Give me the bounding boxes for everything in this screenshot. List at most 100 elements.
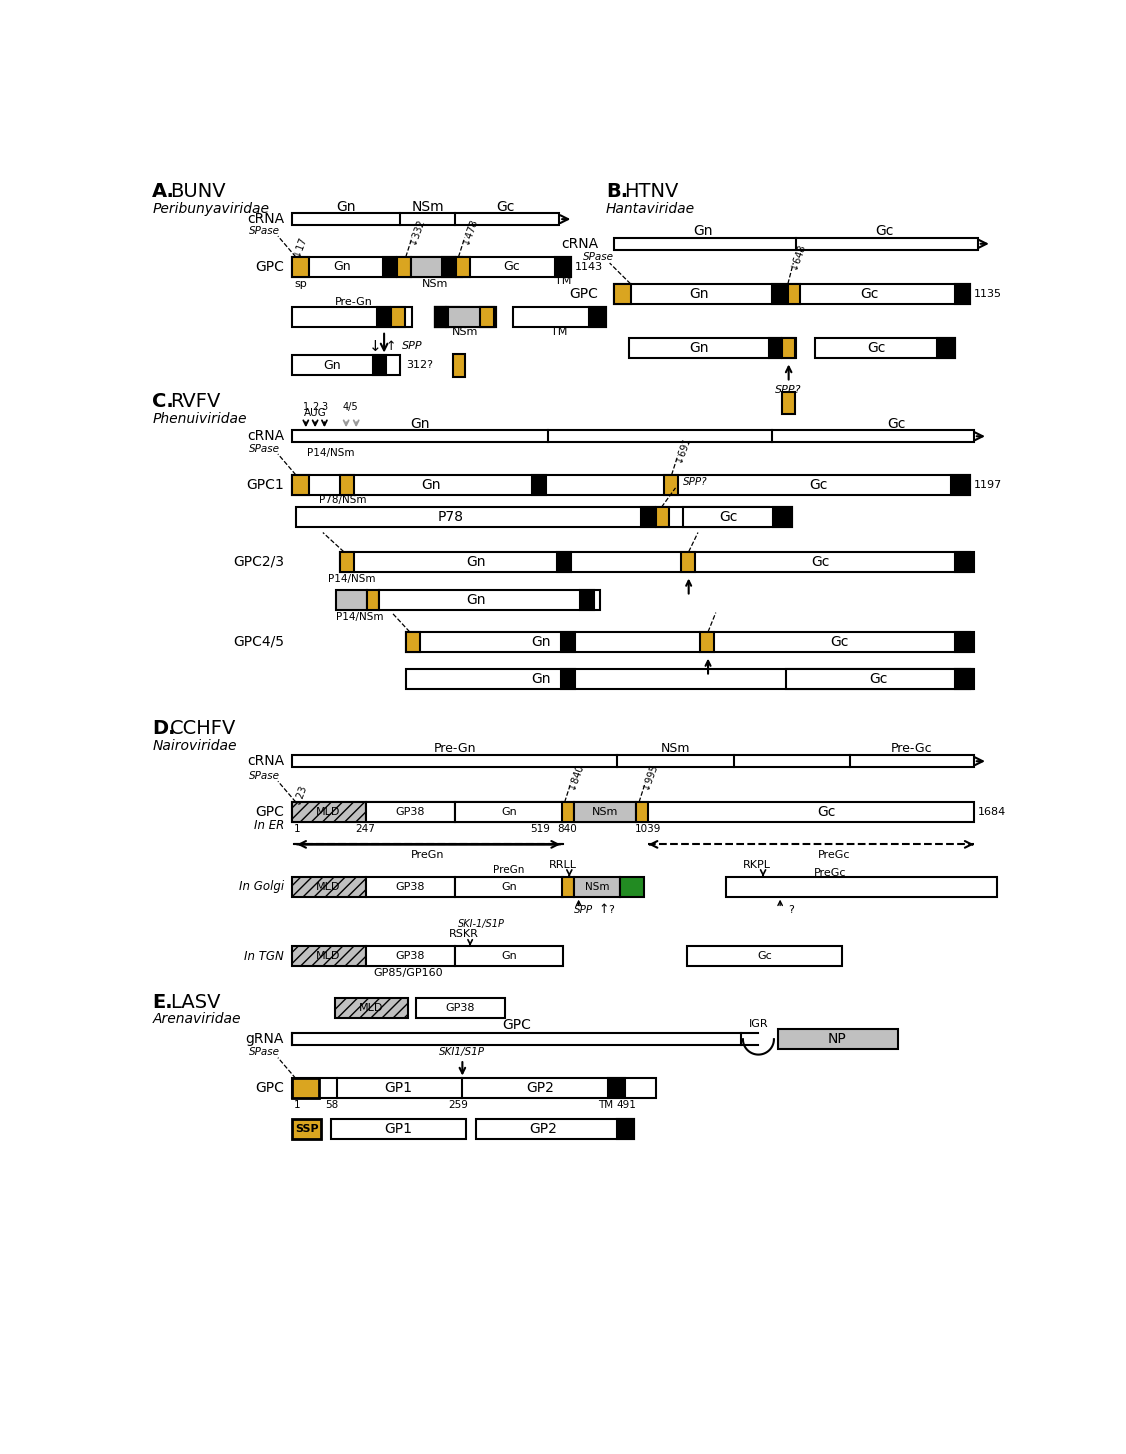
Text: MLD: MLD bbox=[359, 1003, 383, 1012]
Text: SPase: SPase bbox=[249, 771, 280, 781]
FancyBboxPatch shape bbox=[778, 1029, 897, 1050]
FancyBboxPatch shape bbox=[292, 877, 366, 897]
Text: Gn: Gn bbox=[466, 593, 485, 608]
Text: 312?: 312? bbox=[406, 361, 434, 371]
Text: RSKR: RSKR bbox=[449, 929, 479, 939]
Text: Gc: Gc bbox=[495, 199, 515, 214]
Text: SPP: SPP bbox=[402, 342, 422, 352]
Text: B.: B. bbox=[606, 182, 628, 201]
Text: Gn: Gn bbox=[501, 951, 517, 961]
Text: 1197: 1197 bbox=[974, 480, 1002, 490]
Text: Pre-Gn: Pre-Gn bbox=[434, 743, 476, 756]
FancyBboxPatch shape bbox=[292, 1079, 656, 1098]
Text: GP38: GP38 bbox=[395, 951, 425, 961]
Text: Gn: Gn bbox=[689, 340, 708, 355]
FancyBboxPatch shape bbox=[480, 307, 494, 327]
Text: SPP: SPP bbox=[574, 904, 592, 915]
Text: MLD: MLD bbox=[316, 951, 340, 961]
FancyBboxPatch shape bbox=[656, 507, 669, 528]
Text: Hantaviridae: Hantaviridae bbox=[606, 202, 695, 217]
Text: sp: sp bbox=[294, 279, 306, 289]
Text: Gc: Gc bbox=[869, 672, 887, 686]
Text: Gn: Gn bbox=[421, 478, 441, 491]
Text: Gc: Gc bbox=[860, 286, 878, 301]
Text: 1: 1 bbox=[303, 401, 309, 411]
Text: P14/NSm: P14/NSm bbox=[336, 612, 384, 622]
FancyBboxPatch shape bbox=[574, 877, 620, 897]
Text: SPase: SPase bbox=[249, 1047, 280, 1057]
Text: A.: A. bbox=[152, 182, 176, 201]
FancyBboxPatch shape bbox=[405, 632, 969, 651]
FancyBboxPatch shape bbox=[772, 284, 786, 304]
FancyBboxPatch shape bbox=[405, 632, 420, 651]
Text: P14/NSm: P14/NSm bbox=[329, 574, 376, 583]
Text: Pre-Gn: Pre-Gn bbox=[334, 297, 373, 307]
FancyBboxPatch shape bbox=[620, 877, 644, 897]
Text: NSm: NSm bbox=[422, 279, 448, 289]
FancyBboxPatch shape bbox=[373, 355, 385, 375]
Text: ↓: ↓ bbox=[368, 339, 382, 353]
Text: ↓17: ↓17 bbox=[292, 234, 307, 257]
Text: ↓995: ↓995 bbox=[641, 762, 659, 791]
Text: SPase: SPase bbox=[249, 443, 280, 454]
Text: Gn: Gn bbox=[410, 417, 429, 430]
Text: GP38: GP38 bbox=[395, 881, 425, 891]
Text: P78: P78 bbox=[438, 510, 464, 523]
Text: PreGc: PreGc bbox=[819, 851, 850, 861]
Text: ?: ? bbox=[608, 904, 614, 915]
FancyBboxPatch shape bbox=[377, 307, 390, 327]
FancyBboxPatch shape bbox=[367, 590, 379, 611]
FancyBboxPatch shape bbox=[436, 307, 495, 327]
Text: 247: 247 bbox=[356, 824, 375, 835]
Text: GP2: GP2 bbox=[526, 1082, 554, 1095]
Text: 4/5: 4/5 bbox=[343, 401, 358, 411]
Text: RVFV: RVFV bbox=[170, 393, 221, 411]
Text: P14/NSm: P14/NSm bbox=[307, 448, 355, 458]
Text: ↑: ↑ bbox=[386, 340, 396, 353]
Text: Gc: Gc bbox=[876, 224, 894, 238]
Text: cRNA: cRNA bbox=[561, 237, 598, 250]
FancyBboxPatch shape bbox=[938, 337, 955, 358]
Text: NSm: NSm bbox=[586, 881, 609, 891]
FancyBboxPatch shape bbox=[456, 257, 471, 276]
Text: Pre-Gc: Pre-Gc bbox=[891, 743, 932, 756]
Text: HTNV: HTNV bbox=[624, 182, 679, 201]
Text: 3: 3 bbox=[321, 401, 328, 411]
FancyBboxPatch shape bbox=[436, 307, 495, 327]
FancyBboxPatch shape bbox=[664, 475, 678, 494]
FancyBboxPatch shape bbox=[366, 803, 455, 822]
Text: SKI-1/S1P: SKI-1/S1P bbox=[458, 919, 506, 929]
Text: RKPL: RKPL bbox=[743, 861, 771, 869]
FancyBboxPatch shape bbox=[589, 307, 606, 327]
FancyBboxPatch shape bbox=[955, 551, 974, 571]
FancyBboxPatch shape bbox=[815, 337, 955, 358]
FancyBboxPatch shape bbox=[292, 212, 560, 225]
FancyBboxPatch shape bbox=[683, 507, 792, 528]
Text: LASV: LASV bbox=[170, 993, 221, 1012]
FancyBboxPatch shape bbox=[562, 803, 574, 822]
Text: GP1: GP1 bbox=[384, 1122, 412, 1136]
Text: Gc: Gc bbox=[831, 635, 849, 648]
Text: cRNA: cRNA bbox=[247, 755, 284, 768]
Text: SPase: SPase bbox=[249, 227, 280, 237]
FancyBboxPatch shape bbox=[641, 507, 654, 528]
Text: In TGN: In TGN bbox=[244, 949, 284, 963]
Text: cRNA: cRNA bbox=[247, 212, 284, 227]
Text: C.: C. bbox=[152, 393, 175, 411]
FancyBboxPatch shape bbox=[334, 997, 408, 1018]
FancyBboxPatch shape bbox=[340, 551, 969, 571]
Text: GPC: GPC bbox=[256, 260, 284, 273]
Text: 58: 58 bbox=[325, 1101, 339, 1111]
Text: Gc: Gc bbox=[867, 340, 885, 355]
Text: 1039: 1039 bbox=[635, 824, 662, 835]
FancyBboxPatch shape bbox=[340, 551, 354, 571]
Text: 519: 519 bbox=[530, 824, 549, 835]
FancyBboxPatch shape bbox=[292, 1120, 321, 1140]
Text: Gn: Gn bbox=[501, 881, 517, 891]
FancyBboxPatch shape bbox=[292, 803, 366, 822]
FancyBboxPatch shape bbox=[562, 877, 574, 897]
Text: GP38: GP38 bbox=[395, 807, 425, 817]
Text: ↑: ↑ bbox=[598, 903, 609, 916]
Text: ↓648: ↓648 bbox=[788, 243, 807, 270]
FancyBboxPatch shape bbox=[366, 947, 455, 965]
